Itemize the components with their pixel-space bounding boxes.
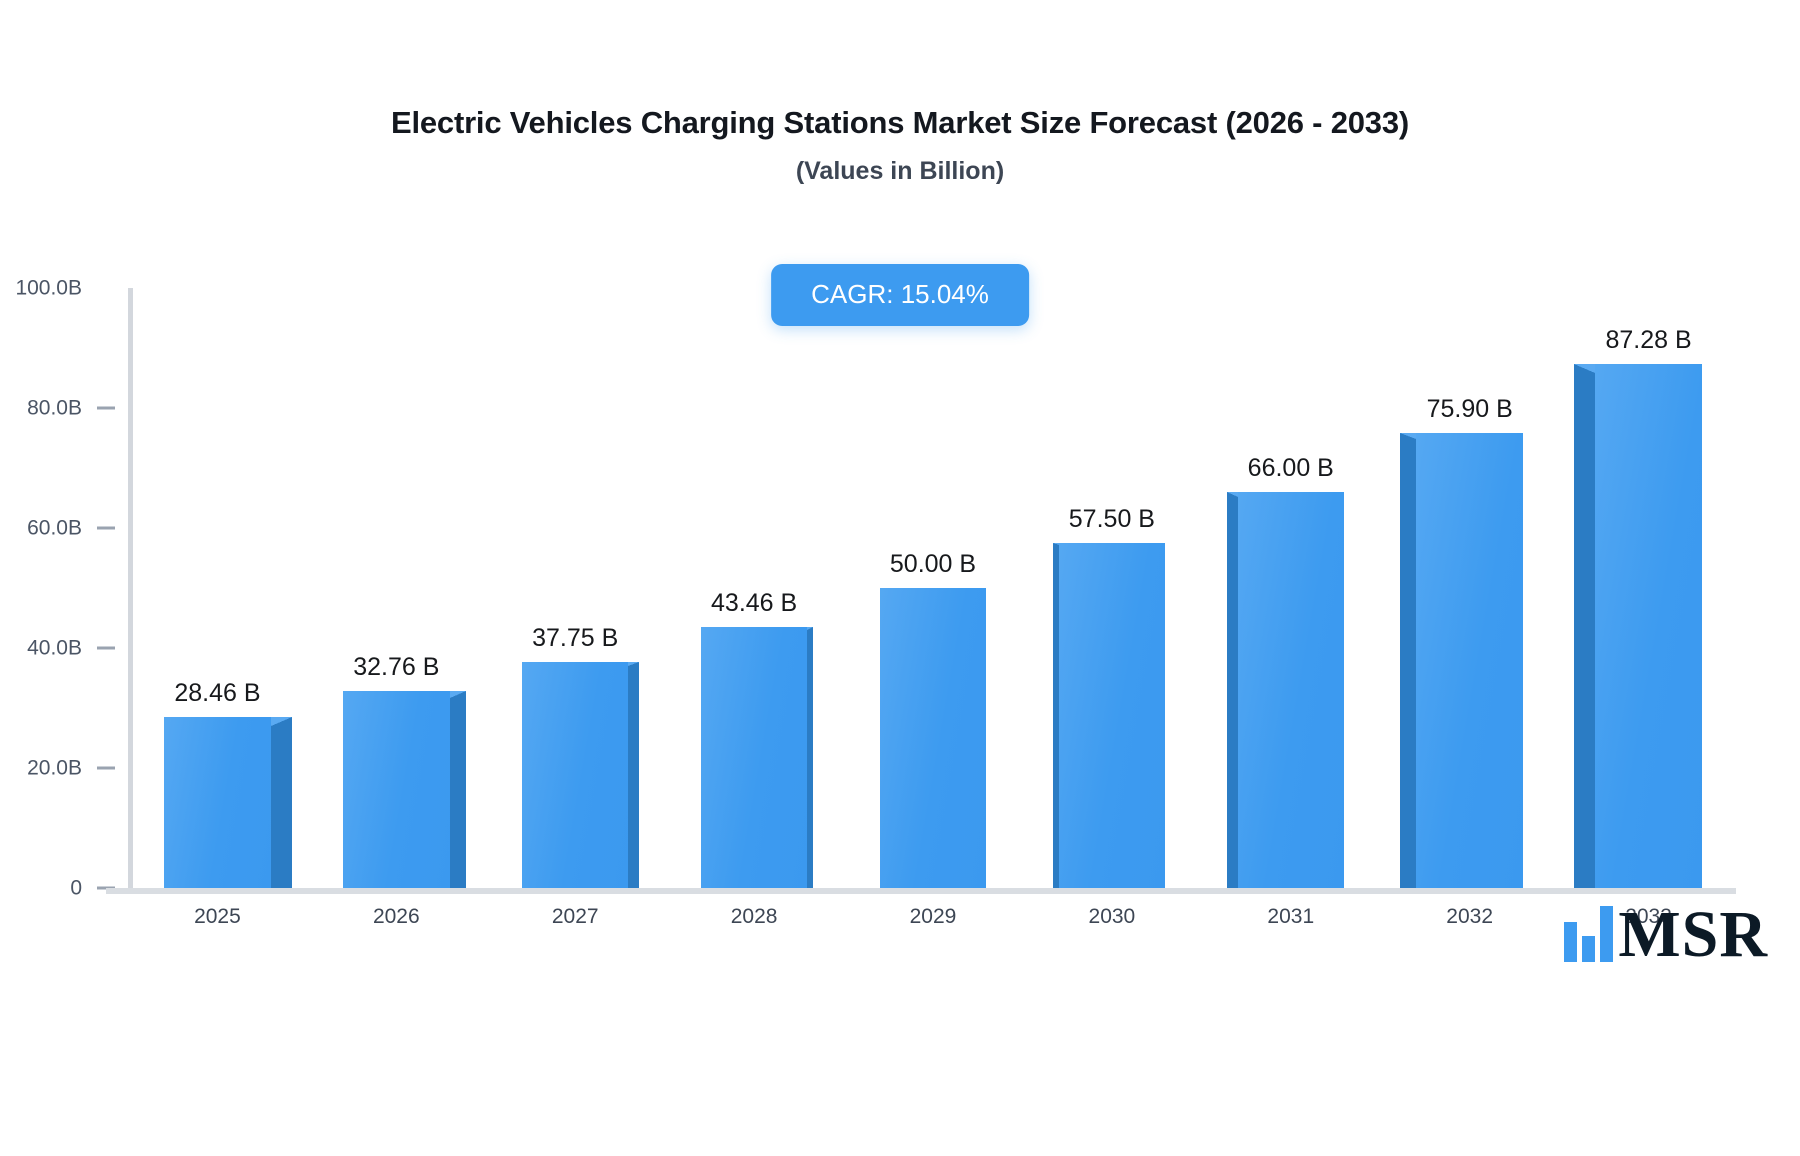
bar-2029[interactable]: 50.00 B xyxy=(879,552,987,888)
y-axis-tick-label: 20.0B xyxy=(27,756,82,780)
y-axis-tick-mark xyxy=(97,766,115,770)
logo-bar-medium xyxy=(1564,922,1578,962)
bar-top-face xyxy=(1573,364,1596,374)
x-axis-label-2028: 2028 xyxy=(730,905,778,928)
bar-top-face xyxy=(449,691,466,699)
bar-column: 87.28 B xyxy=(1573,328,1702,888)
bar-top-face xyxy=(1053,543,1059,546)
y-axis-tick-mark xyxy=(97,646,115,650)
bar-top-face xyxy=(1226,492,1238,497)
bar-value-label: 50.00 B xyxy=(889,550,977,578)
x-axis-label-2032: 2032 xyxy=(1446,905,1494,928)
bar-slot: 32.76 B xyxy=(343,288,466,888)
bar-2031[interactable]: 66.00 B xyxy=(1226,456,1344,888)
plot-area: 28.46 B 32.76 B 37.75 B 43.46 B 50.00 B 57.50… xyxy=(106,288,1738,927)
chart-subtitle: (Values in Billion) xyxy=(795,157,1005,186)
bar-column: 75.90 B xyxy=(1400,396,1523,888)
bar-column: 50.00 B xyxy=(879,552,987,888)
logo-text: MSR xyxy=(1618,898,1768,972)
y-axis-tick-label: 100.0B xyxy=(15,276,82,300)
bar-slot: 87.28 B xyxy=(1573,288,1702,888)
y-axis-tick-label: 80.0B xyxy=(27,396,82,420)
page-title: Electric Vehicles Charging Stations Mark… xyxy=(390,105,1410,140)
bar-top-face xyxy=(628,661,640,667)
y-axis-tick-mark xyxy=(97,526,115,530)
x-axis-label-2029: 2029 xyxy=(909,905,957,928)
bar-top-face xyxy=(270,717,293,727)
y-axis-tick-label: 0 xyxy=(70,876,82,900)
y-axis-tick-label: 40.0B xyxy=(27,636,82,660)
bar-top-face xyxy=(807,627,813,630)
y-axis-tick-mark xyxy=(97,406,115,410)
title-block: Electric Vehicles Charging Stations Mark… xyxy=(0,104,1800,186)
bar-side-face xyxy=(449,698,466,888)
logo-bars-icon xyxy=(1564,906,1614,964)
bar-side-face xyxy=(1226,496,1238,888)
bar-2025[interactable]: 28.46 B xyxy=(164,681,293,888)
bar-side-face xyxy=(628,666,640,888)
bar-side-face xyxy=(270,726,293,888)
bar-2032[interactable]: 75.90 B xyxy=(1400,396,1523,888)
logo-bar-short xyxy=(1582,936,1596,962)
bar-2030[interactable]: 57.50 B xyxy=(1053,507,1166,888)
bar-column: 66.00 B xyxy=(1226,456,1344,888)
x-axis-label-2027: 2027 xyxy=(551,905,599,928)
bar-top-face xyxy=(1400,432,1417,440)
bar-slot: 43.46 B xyxy=(700,288,813,888)
bar-slot: 50.00 B xyxy=(879,288,987,888)
bar-slot: 28.46 B xyxy=(164,288,293,888)
bar-column: 57.50 B xyxy=(1053,507,1166,888)
msr-logo: MSR xyxy=(1564,898,1768,972)
bar-side-face xyxy=(1573,373,1596,888)
logo-bar-tall xyxy=(1600,906,1614,962)
bar-column: 32.76 B xyxy=(343,655,466,888)
bar-column: 28.46 B xyxy=(164,681,293,888)
bar-side-face xyxy=(1053,545,1059,888)
x-axis-label-2030: 2030 xyxy=(1088,905,1136,928)
bar-value-label: 28.46 B xyxy=(174,679,261,708)
bar-column: 37.75 B xyxy=(522,625,640,888)
bar-value-label: 75.90 B xyxy=(1426,394,1513,423)
x-axis-line xyxy=(106,888,1736,894)
bar-slot: 75.90 B xyxy=(1400,288,1523,888)
bar-side-face xyxy=(1400,439,1417,888)
bar-2028[interactable]: 43.46 B xyxy=(700,591,813,888)
bar-value-label: 32.76 B xyxy=(353,653,440,682)
bar-slot: 57.50 B xyxy=(1053,288,1166,888)
y-axis-line xyxy=(128,288,133,888)
bar-2027[interactable]: 37.75 B xyxy=(522,625,640,888)
y-axis-tick-label: 60.0B xyxy=(27,516,82,540)
x-axis-label-2031: 2031 xyxy=(1267,905,1315,928)
bar-value-label: 66.00 B xyxy=(1247,454,1334,482)
cagr-badge: CAGR: 15.04% xyxy=(771,264,1029,326)
bar-value-label: 87.28 B xyxy=(1605,326,1692,355)
x-axis-label-2025: 2025 xyxy=(194,905,241,928)
bar-slot: 66.00 B xyxy=(1226,288,1344,888)
bar-slot: 37.75 B xyxy=(522,288,640,888)
x-axis-label-2026: 2026 xyxy=(372,905,420,928)
x-axis-label-2033: 2033 xyxy=(1625,905,1672,928)
bar-2026[interactable]: 32.76 B xyxy=(343,655,466,888)
bar-value-label: 43.46 B xyxy=(711,589,798,618)
bar-value-label: 37.75 B xyxy=(532,623,619,652)
bar-column: 43.46 B xyxy=(700,591,813,888)
bar-2033[interactable]: 87.28 B xyxy=(1573,328,1702,888)
bar-side-face xyxy=(807,629,813,888)
bar-value-label: 57.50 B xyxy=(1068,505,1155,533)
